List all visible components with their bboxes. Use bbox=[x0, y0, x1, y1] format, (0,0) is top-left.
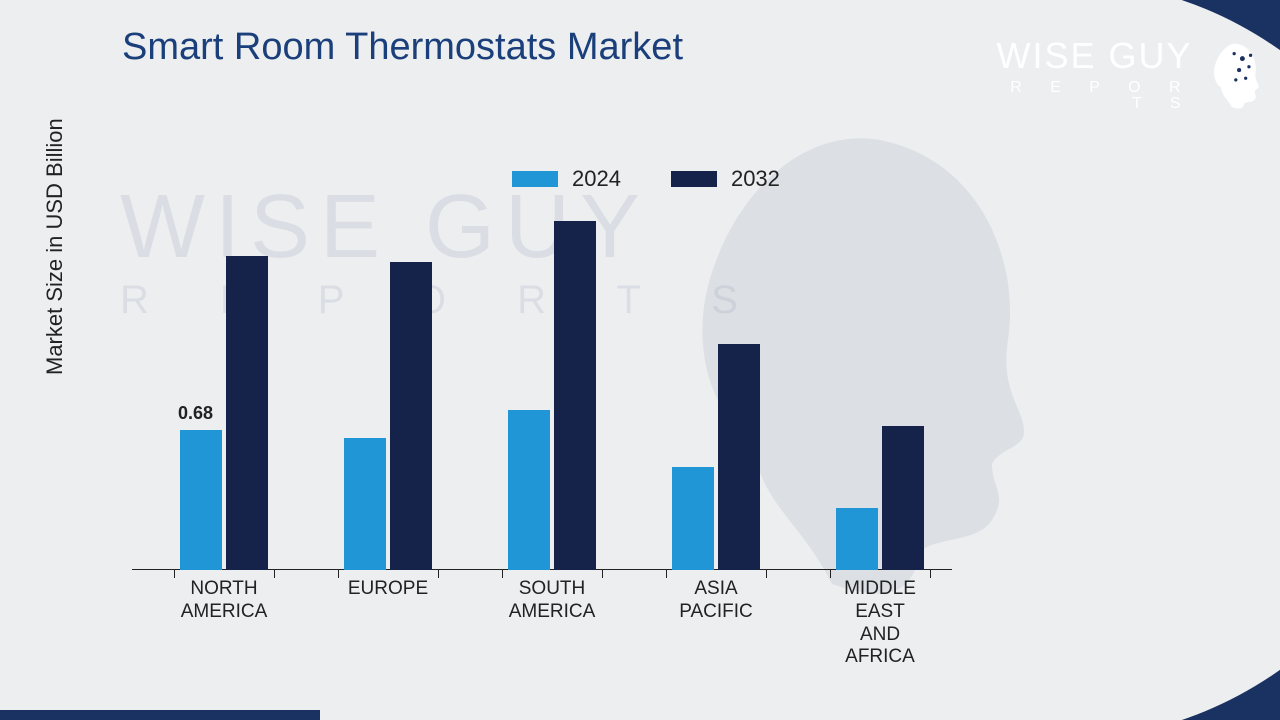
bar-value-label: 0.68 bbox=[178, 403, 213, 424]
page-root: WISE GUY R E P O R T S WISE GUY R E P O … bbox=[0, 0, 1280, 720]
bar-2032-south-america bbox=[554, 221, 596, 570]
legend-item-2024: 2024 bbox=[512, 166, 621, 192]
chart-container: Market Size in USD Billion 2024 2032 0.6… bbox=[82, 150, 962, 680]
brand-head-icon bbox=[1203, 35, 1260, 115]
brand-line2: R E P O R T S bbox=[980, 80, 1193, 112]
category-label-south-america: SOUTHAMERICA bbox=[487, 578, 617, 624]
bar-2024-europe bbox=[344, 438, 386, 570]
category-label-europe: EUROPE bbox=[323, 578, 453, 601]
y-axis-label: Market Size in USD Billion bbox=[42, 118, 68, 375]
legend-label-2032: 2032 bbox=[731, 166, 780, 192]
bottom-accent-bar bbox=[0, 710, 320, 720]
brand-logo-text: WISE GUY R E P O R T S bbox=[980, 38, 1193, 112]
bar-2032-europe bbox=[390, 262, 432, 570]
axis-tick bbox=[766, 570, 767, 578]
chart-legend: 2024 2032 bbox=[512, 166, 780, 192]
axis-tick bbox=[174, 570, 175, 578]
bar-2024-south-america bbox=[508, 410, 550, 570]
bar-2032-north-america bbox=[226, 256, 268, 571]
chart-title: Smart Room Thermostats Market bbox=[122, 26, 683, 69]
legend-swatch-2024 bbox=[512, 171, 558, 187]
bar-2032-asia-pacific bbox=[718, 344, 760, 570]
legend-swatch-2032 bbox=[671, 171, 717, 187]
axis-tick bbox=[930, 570, 931, 578]
legend-item-2032: 2032 bbox=[671, 166, 780, 192]
plot-area: 0.68 bbox=[132, 200, 952, 570]
axis-tick bbox=[830, 570, 831, 578]
category-label-north-america: NORTHAMERICA bbox=[159, 578, 289, 624]
category-label-middle-east-and-africa: MIDDLEEASTANDAFRICA bbox=[815, 578, 945, 669]
bar-2032-middle-east-and-africa bbox=[882, 426, 924, 570]
brand-logo: WISE GUY R E P O R T S bbox=[980, 20, 1260, 130]
axis-tick bbox=[666, 570, 667, 578]
axis-tick bbox=[338, 570, 339, 578]
axis-tick bbox=[438, 570, 439, 578]
legend-label-2024: 2024 bbox=[572, 166, 621, 192]
axis-tick bbox=[602, 570, 603, 578]
brand-line1: WISE GUY bbox=[980, 38, 1193, 74]
axis-tick bbox=[274, 570, 275, 578]
bar-2024-north-america bbox=[180, 430, 222, 570]
bar-2024-middle-east-and-africa bbox=[836, 508, 878, 570]
bar-2024-asia-pacific bbox=[672, 467, 714, 570]
axis-tick bbox=[502, 570, 503, 578]
category-label-asia-pacific: ASIAPACIFIC bbox=[651, 578, 781, 624]
